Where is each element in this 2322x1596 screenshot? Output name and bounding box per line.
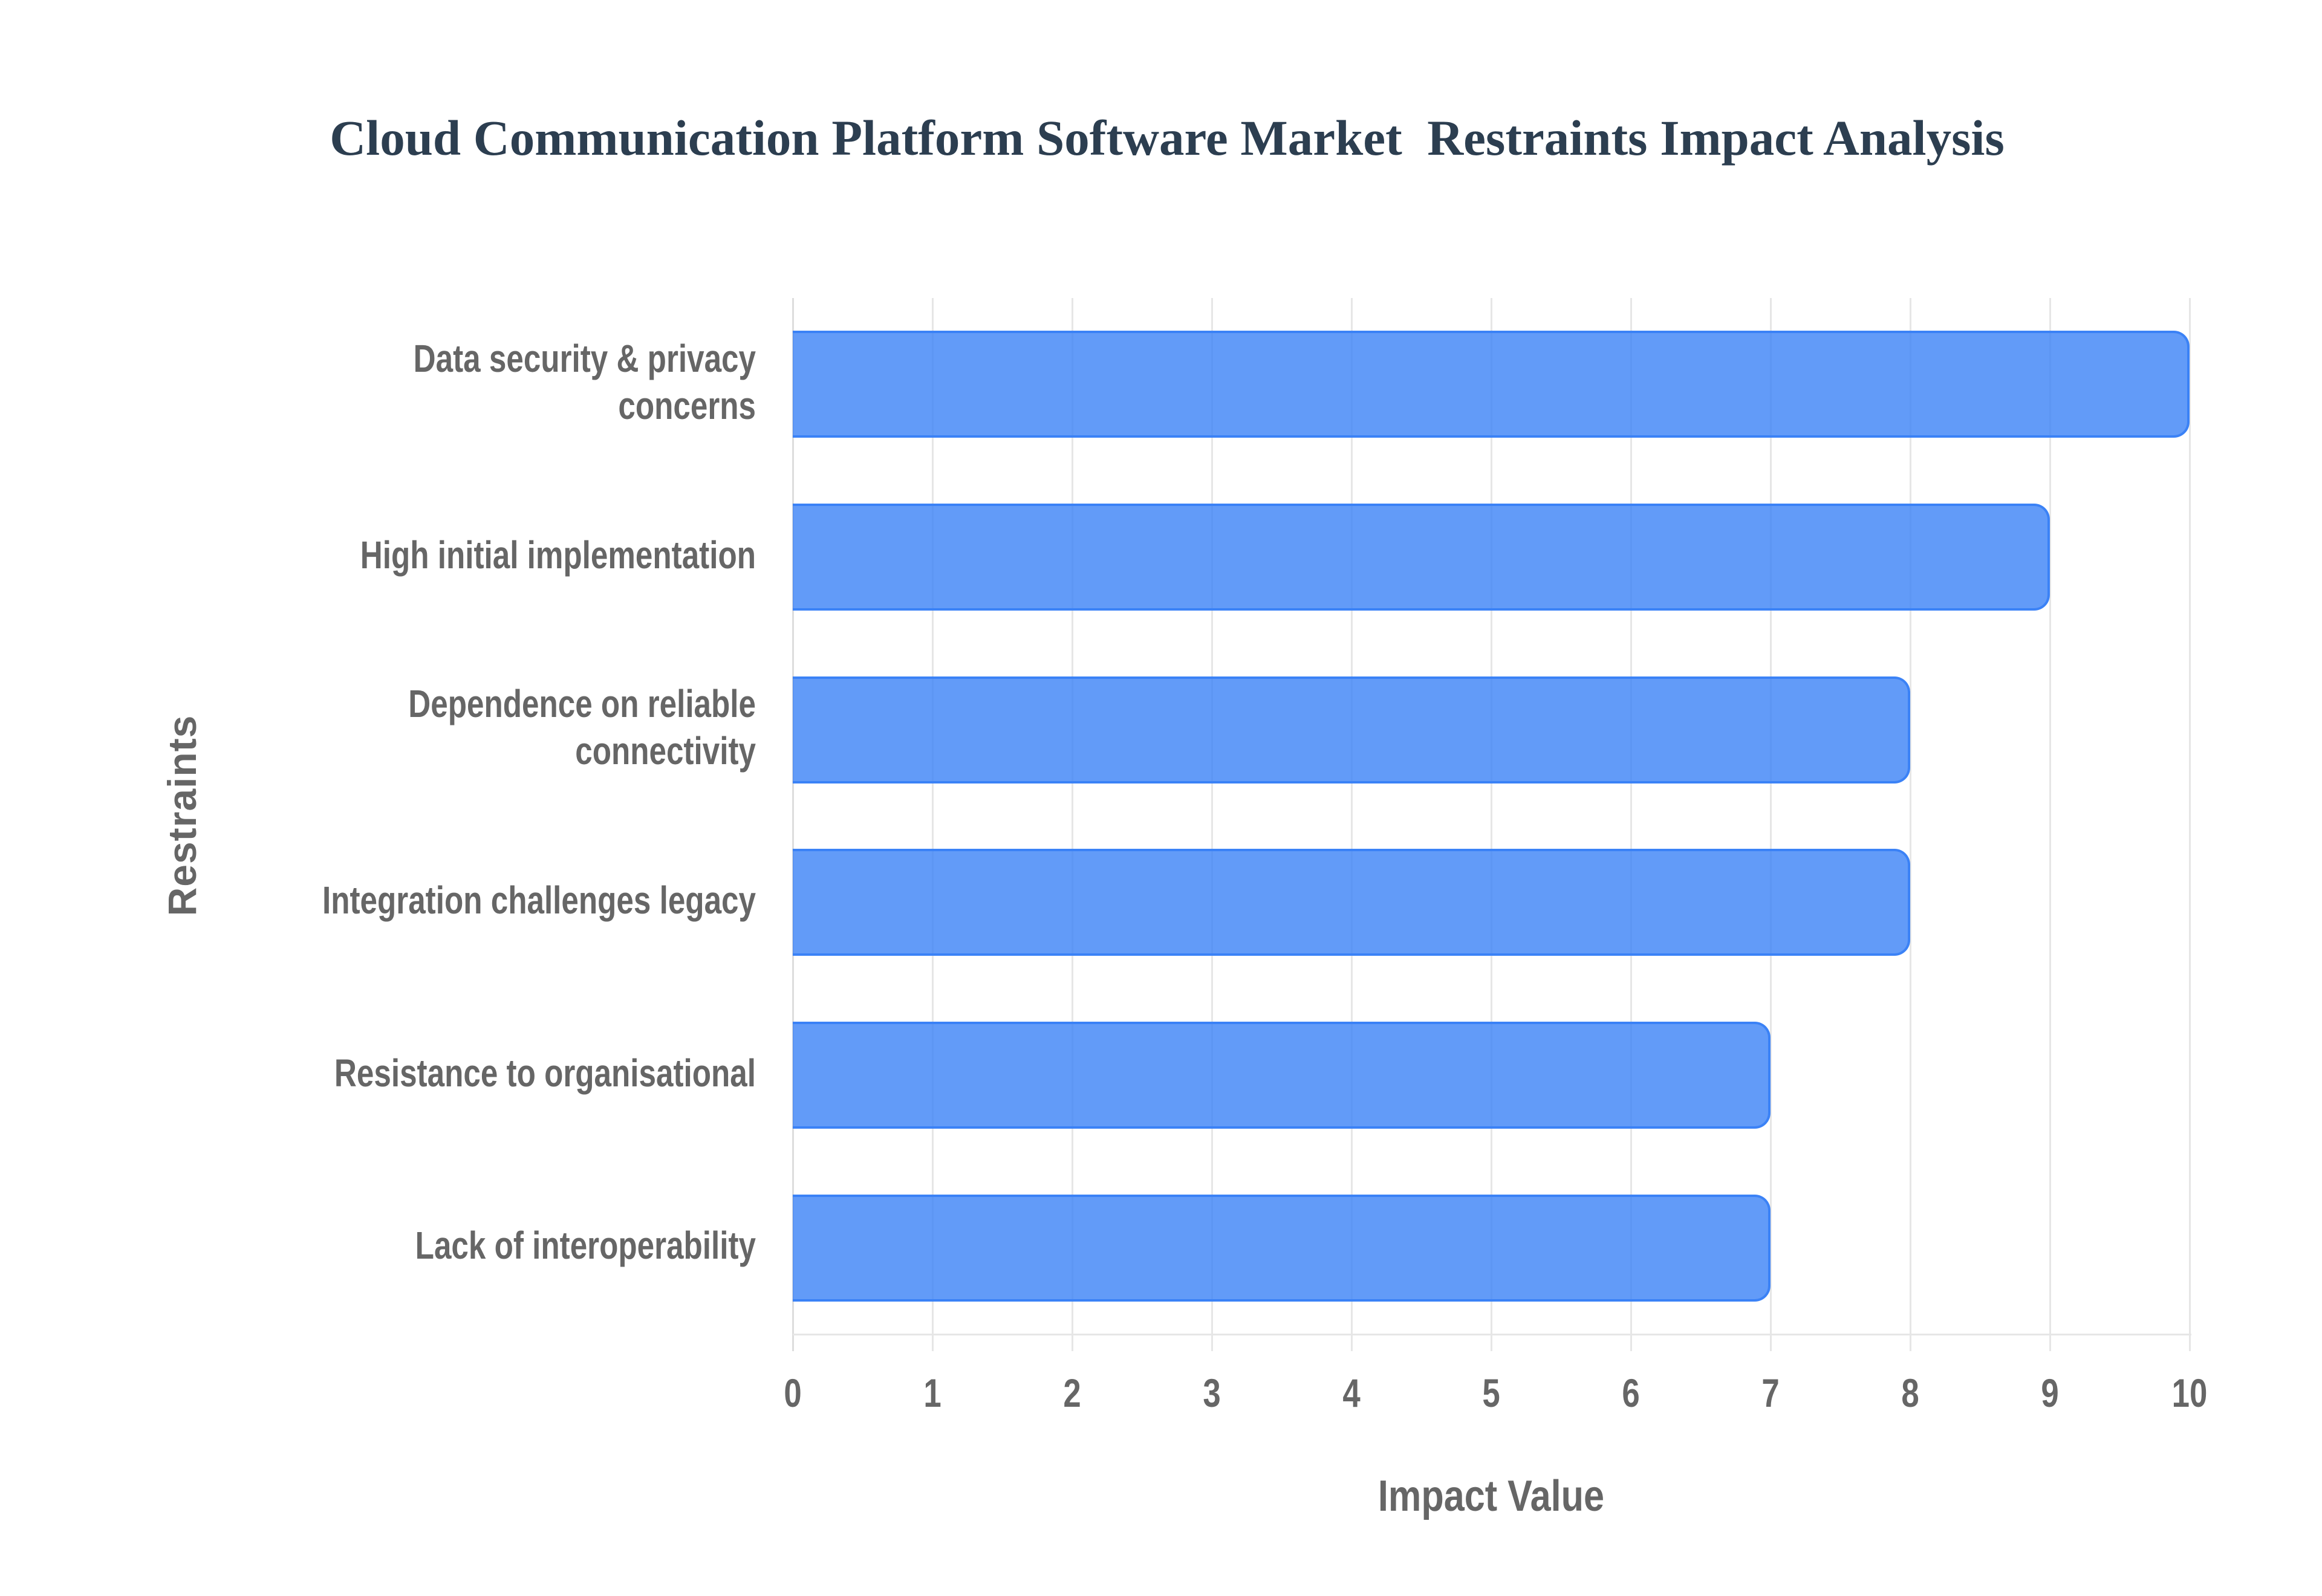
- gridline: [932, 298, 934, 1351]
- gridline: [1072, 298, 1073, 1351]
- category-label: Data security & privacy concerns: [175, 335, 756, 429]
- category-label-line: Integration challenges legacy: [322, 878, 756, 922]
- x-tick-label: 4: [1342, 1371, 1361, 1415]
- category-label-line: High initial implementation: [360, 533, 756, 577]
- x-tick-label: 8: [1901, 1371, 1919, 1415]
- x-tick-label: 7: [1761, 1371, 1780, 1415]
- category-label-line: Resistance to organisational: [334, 1051, 756, 1095]
- gridline: [1491, 298, 1492, 1351]
- x-tick-label: 9: [2041, 1371, 2059, 1415]
- x-tick-label: 5: [1482, 1371, 1500, 1415]
- category-label-line: concerns: [618, 383, 756, 427]
- plot-area: [792, 298, 2191, 1351]
- bar[interactable]: [793, 504, 2050, 611]
- gridline: [1351, 298, 1353, 1351]
- gridline: [792, 298, 794, 1351]
- gridline: [2189, 298, 2191, 1351]
- category-label: Integration challenges legacy: [175, 877, 756, 924]
- gridline: [2049, 298, 2051, 1351]
- x-tick-label: 0: [784, 1371, 802, 1415]
- bar[interactable]: [793, 1194, 1771, 1302]
- gridline: [1211, 298, 1213, 1351]
- category-label: High initial implementation: [175, 531, 756, 579]
- category-label-line: Dependence on reliable: [408, 682, 756, 726]
- category-label: Dependence on reliable connectivity: [175, 680, 756, 774]
- category-label: Resistance to organisational: [175, 1049, 756, 1097]
- chart-title: Cloud Communication Platform Software Ma…: [330, 110, 2005, 166]
- x-tick-label: 1: [923, 1371, 941, 1415]
- x-tick-label: 10: [2171, 1371, 2208, 1415]
- bar[interactable]: [793, 1022, 1771, 1129]
- gridline: [1770, 298, 1772, 1351]
- bar[interactable]: [793, 849, 1910, 956]
- x-tick-label: 2: [1063, 1371, 1081, 1415]
- x-axis-line: [793, 1334, 2191, 1335]
- x-axis-title: Impact Value: [1377, 1472, 1605, 1520]
- category-label-line: Lack of interoperability: [415, 1224, 756, 1268]
- category-label-line: connectivity: [575, 729, 756, 773]
- gridline: [1630, 298, 1632, 1351]
- x-tick-label: 6: [1622, 1371, 1640, 1415]
- category-label: Lack of interoperability: [175, 1222, 756, 1269]
- category-label-line: Data security & privacy: [413, 336, 756, 380]
- bar[interactable]: [793, 331, 2190, 438]
- bar[interactable]: [793, 676, 1910, 783]
- x-tick-label: 3: [1203, 1371, 1221, 1415]
- gridline: [1910, 298, 1911, 1351]
